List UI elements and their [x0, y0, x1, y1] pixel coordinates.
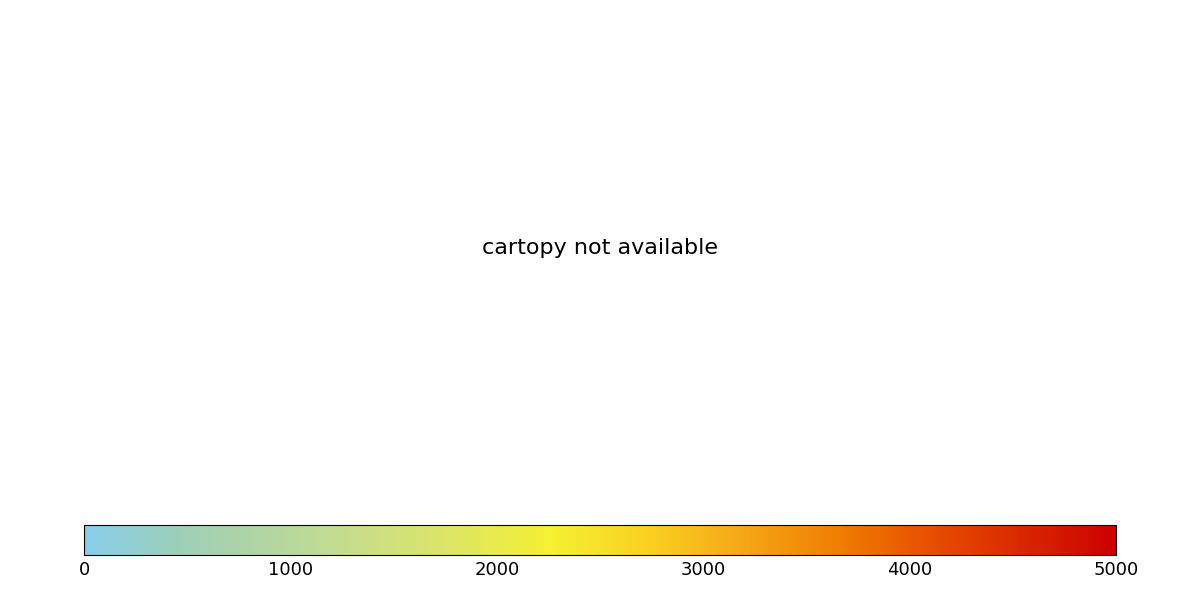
- Text: cartopy not available: cartopy not available: [482, 238, 718, 258]
